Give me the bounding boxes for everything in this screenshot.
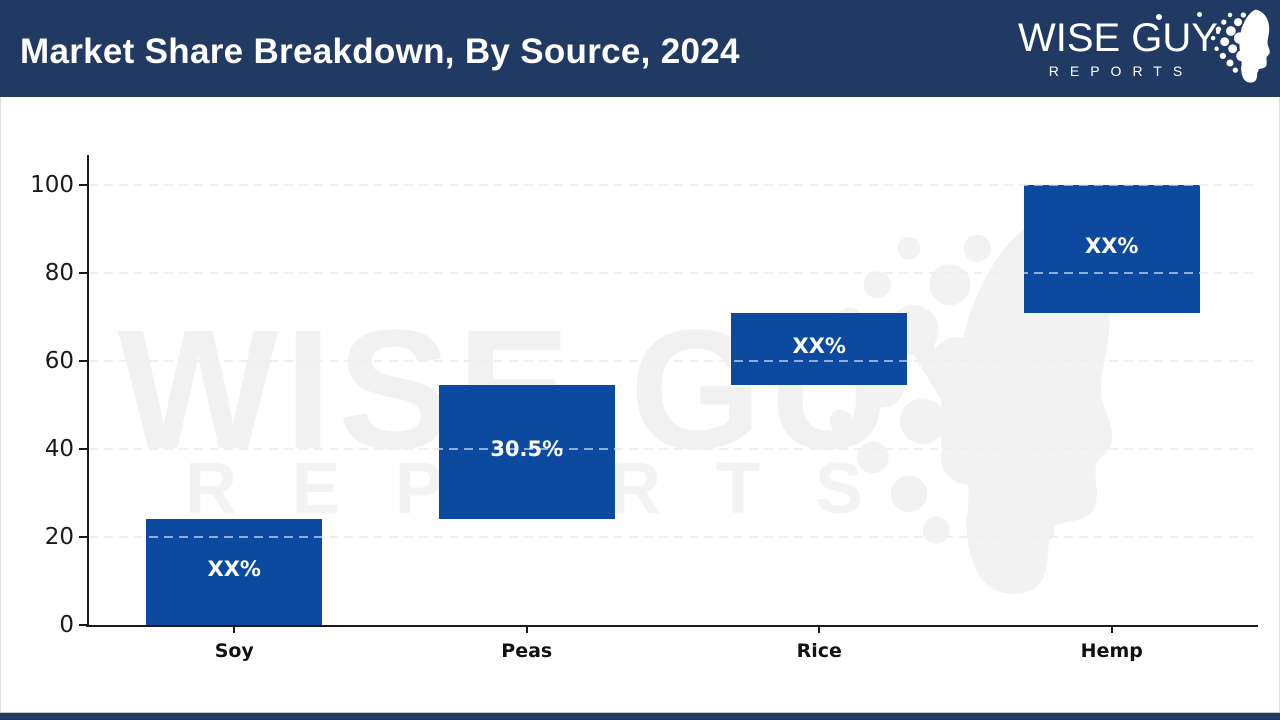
x-tick-label-hemp: Hemp bbox=[1080, 640, 1143, 662]
logo-dot-icon bbox=[1156, 13, 1162, 20]
logo-subtext: REPORTS bbox=[1048, 62, 1194, 79]
bar-label-rice: XX% bbox=[792, 333, 846, 358]
watermark-face-icon bbox=[811, 221, 1113, 594]
y-tick-label-20: 20 bbox=[44, 524, 74, 550]
y-tick-mark-80 bbox=[79, 272, 87, 274]
x-tick-label-soy: Soy bbox=[214, 640, 254, 662]
logo-dot-icon bbox=[1197, 11, 1202, 17]
x-tick-label-rice: Rice bbox=[796, 640, 842, 662]
y-tick-label-100: 100 bbox=[30, 172, 74, 198]
y-tick-mark-60 bbox=[79, 360, 87, 362]
gridline-overlay-60 bbox=[89, 360, 1259, 362]
footer-bar bbox=[0, 712, 1280, 720]
bar-label-hemp: XX% bbox=[1085, 233, 1139, 258]
y-tick-label-80: 80 bbox=[44, 260, 74, 286]
bar-rice bbox=[731, 312, 908, 386]
y-tick-mark-20 bbox=[79, 536, 87, 538]
chart-title: Market Share Breakdown, By Source, 2024 bbox=[20, 32, 740, 71]
y-tick-label-60: 60 bbox=[44, 348, 74, 374]
logo-wordmark: WISE GUY bbox=[1017, 15, 1218, 60]
y-axis-line bbox=[87, 155, 89, 627]
y-tick-label-40: 40 bbox=[44, 436, 74, 462]
bar-label-peas: 30.5% bbox=[490, 437, 564, 462]
logo-dot-icon bbox=[1216, 29, 1220, 34]
x-tick-mark-soy bbox=[233, 627, 236, 633]
y-tick-label-0: 0 bbox=[59, 612, 74, 638]
x-tick-label-peas: Peas bbox=[501, 640, 553, 662]
brand-logo: WISE GUY REPORTS bbox=[1018, 6, 1270, 88]
y-tick-mark-0 bbox=[79, 624, 87, 626]
bar-label-soy: XX% bbox=[207, 557, 261, 582]
x-axis-line bbox=[86, 625, 1258, 627]
brand-logo-text: WISE GUY REPORTS bbox=[1017, 11, 1220, 79]
x-tick-mark-hemp bbox=[1110, 627, 1113, 633]
bar-hemp bbox=[1023, 185, 1200, 313]
gridline-overlay-20 bbox=[89, 536, 1259, 538]
y-tick-mark-100 bbox=[79, 184, 87, 186]
gridline-overlay-80 bbox=[89, 272, 1259, 274]
gridline-overlay-100 bbox=[89, 184, 1259, 186]
logo-face-icon bbox=[1210, 9, 1270, 83]
header-bar: Market Share Breakdown, By Source, 2024 … bbox=[0, 0, 1280, 97]
y-tick-mark-40 bbox=[79, 448, 87, 450]
bar-peas bbox=[438, 385, 615, 520]
x-tick-mark-rice bbox=[818, 627, 821, 633]
x-tick-mark-peas bbox=[525, 627, 528, 633]
gridline-overlay-40 bbox=[89, 448, 1259, 450]
